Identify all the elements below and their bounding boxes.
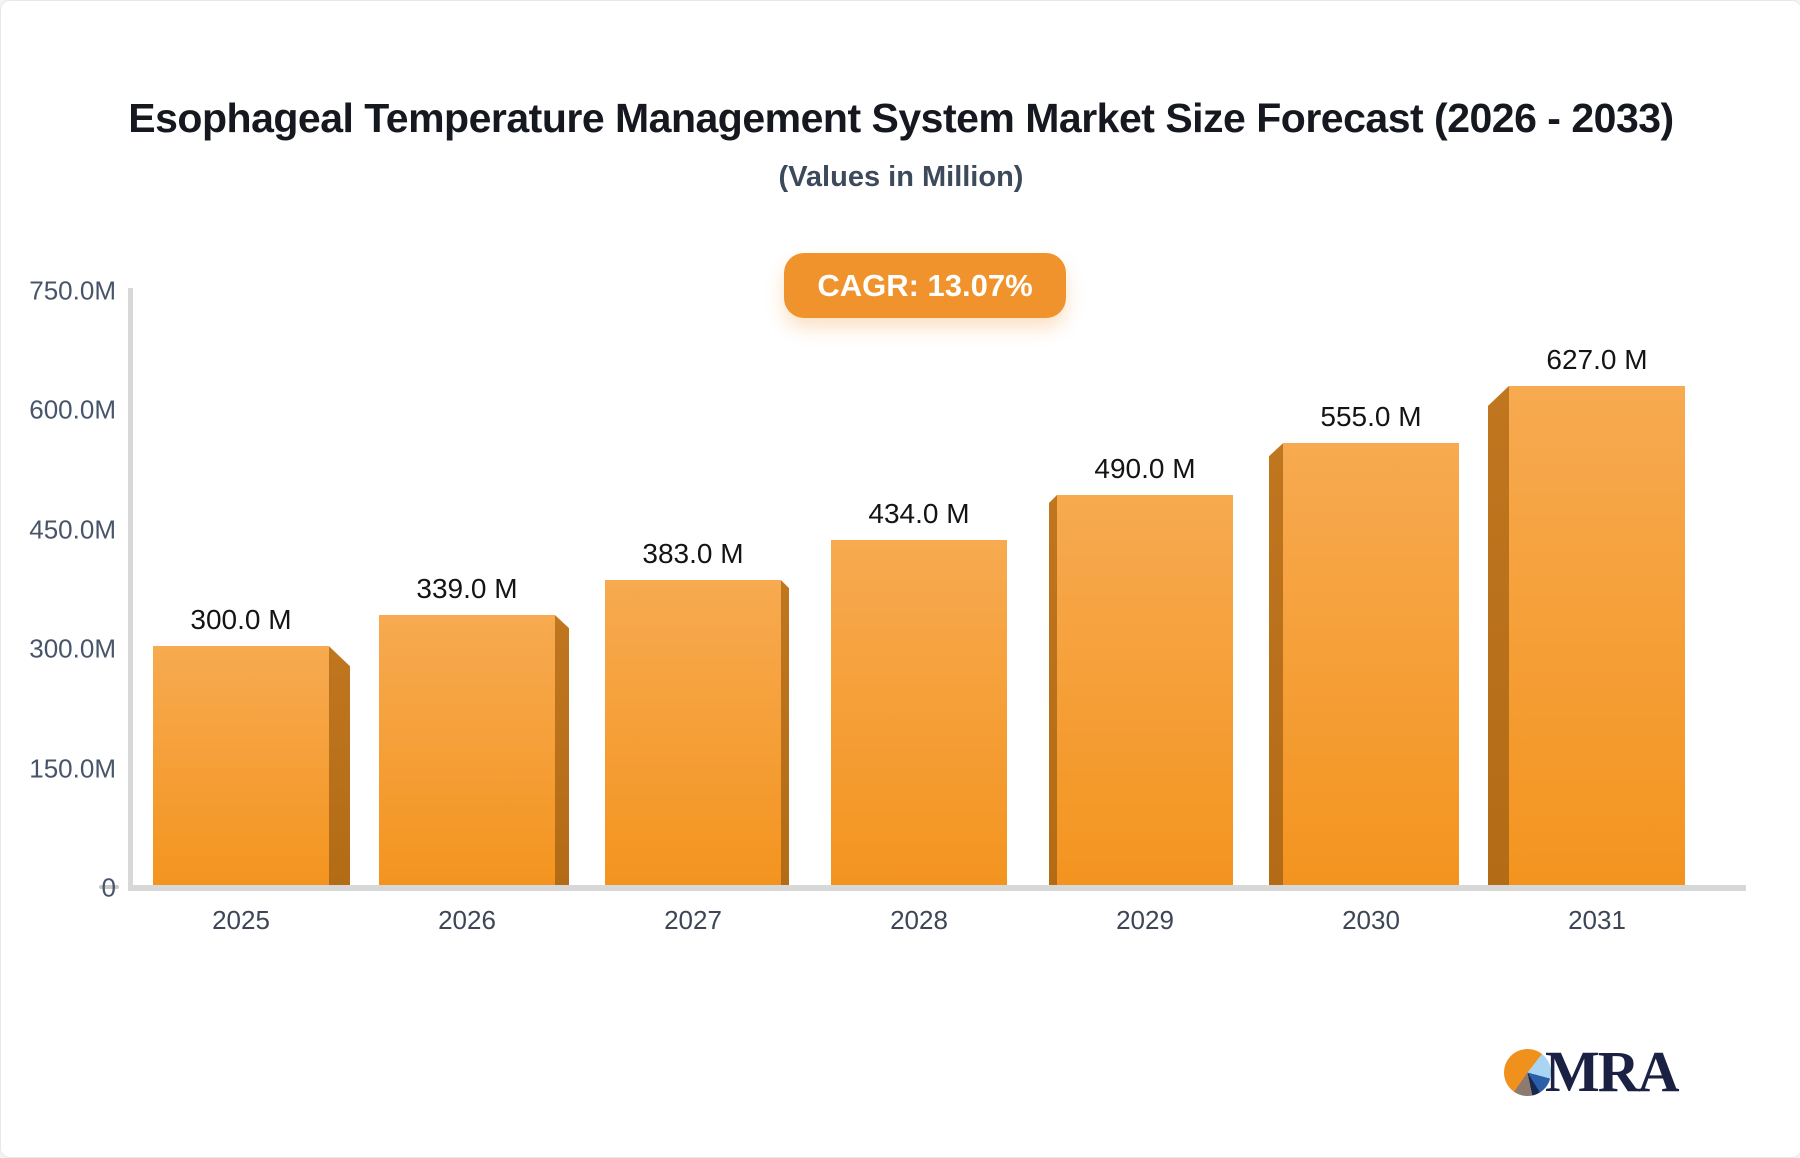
cagr-badge-label: CAGR: 13.07% [817,267,1033,303]
mra-logo: MRA [1504,1039,1680,1104]
bar-2028[interactable] [831,539,1007,885]
mra-logo-text: MRA [1545,1039,1680,1104]
x-axis-tick-label: 2026 [438,905,496,935]
bar-3d-side [555,615,569,885]
chart-title: Esophageal Temperature Management System… [128,95,1674,141]
bar-3d-side [781,580,789,885]
x-axis-tick-label: 2028 [890,905,948,935]
y-axis-tick-label: 450.0M [29,514,116,545]
y-axis-tick-label: 150.0M [29,753,116,784]
bar-2029[interactable] [1057,494,1233,885]
x-axis-tick-label: 2031 [1568,905,1626,935]
bar-2025[interactable] [153,646,329,885]
y-axis-tick-label: 750.0M [29,275,116,306]
bar-value-label: 555.0 M [1320,401,1422,433]
bar-3d-side [1488,385,1509,885]
bar-value-label: 339.0 M [416,573,518,605]
y-axis-tick-label: 0 [101,872,116,903]
bar-3d-side [329,646,350,885]
bar-value-label: 490.0 M [1094,452,1196,484]
bar-value-label: 383.0 M [642,538,744,570]
x-axis-tick-label: 2025 [212,905,270,935]
pie-chart-icon [1504,1048,1551,1096]
bar-2031[interactable] [1509,385,1685,885]
bar-value-label: 434.0 M [868,497,970,529]
y-axis-tick-label: 300.0M [29,633,116,664]
chart-subtitle: (Values in Million) [778,161,1024,193]
x-axis-tick-label: 2027 [664,905,722,935]
x-axis-line [128,885,1746,891]
bar-2026[interactable] [379,615,555,885]
bar-3d-side [1269,443,1283,885]
x-axis-tick-label: 2029 [1116,905,1174,935]
bar-value-label: 300.0 M [190,604,292,636]
y-axis-line [128,288,133,888]
x-axis-tick-label: 2030 [1342,905,1400,935]
zero-tick-mark [99,885,119,889]
bar-value-label: 627.0 M [1546,343,1648,375]
bar-2030[interactable] [1283,443,1459,885]
bar-2027[interactable] [605,580,781,885]
y-axis-tick-label: 600.0M [29,394,116,425]
bar-3d-side [1049,494,1057,885]
cagr-badge: CAGR: 13.07% [784,253,1066,318]
